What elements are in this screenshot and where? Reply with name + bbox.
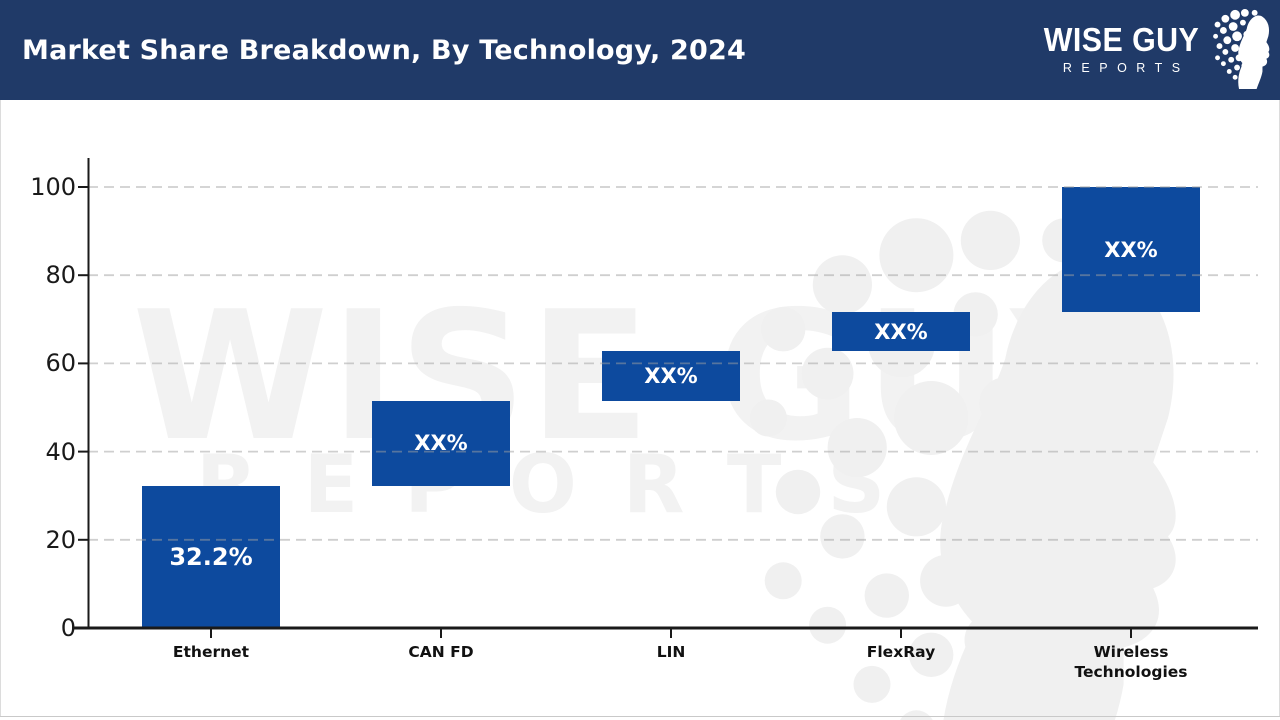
y-axis-tick-label-0: 0 xyxy=(60,614,76,642)
bar-flexray: XX% xyxy=(832,312,970,352)
bar-value-label-lin: XX% xyxy=(644,364,698,389)
chart-title: Market Share Breakdown, By Technology, 2… xyxy=(22,34,747,66)
y-axis-tick-label-80: 80 xyxy=(45,261,76,290)
logo-subtitle: REPORTS xyxy=(1062,60,1190,75)
bar-value-label-ethernet: 32.2% xyxy=(169,542,253,571)
wise-guy-logo: WISE GUY REPORTS xyxy=(1037,7,1272,91)
y-axis-tick-label-100: 100 xyxy=(30,173,76,201)
bar-wireless-technologies: XX% xyxy=(1062,187,1200,313)
x-axis-label-lin: LIN xyxy=(656,643,686,661)
logo-head-icon xyxy=(1213,8,1270,90)
left-border-line xyxy=(0,100,1,716)
bar-value-label-flexray: XX% xyxy=(874,319,928,344)
bar-can-fd: XX% xyxy=(372,400,510,486)
x-axis-label-wireless-technologies: Wireless Technologies xyxy=(1074,643,1188,682)
logo-wordmark: WISE GUY xyxy=(1043,21,1200,59)
y-axis-tick-label-20: 20 xyxy=(45,525,76,554)
bar-value-label-can-fd: XX% xyxy=(414,431,468,456)
x-axis-label-flexray: FlexRay xyxy=(866,643,936,661)
logo-text-block: WISE GUY REPORTS xyxy=(1037,23,1206,75)
y-axis-tick-label-60: 60 xyxy=(45,349,76,378)
x-axis-label-can-fd: CAN FD xyxy=(408,643,474,661)
bar-value-label-wireless-technologies: XX% xyxy=(1104,237,1158,262)
bar-lin: XX% xyxy=(602,351,740,401)
bottom-border-line xyxy=(0,716,1280,717)
header-bar: Market Share Breakdown, By Technology, 2… xyxy=(0,0,1280,100)
x-axis-label-ethernet: Ethernet xyxy=(172,643,250,661)
y-axis-tick-label-40: 40 xyxy=(45,437,76,466)
bar-ethernet: 32.2% xyxy=(142,485,280,628)
